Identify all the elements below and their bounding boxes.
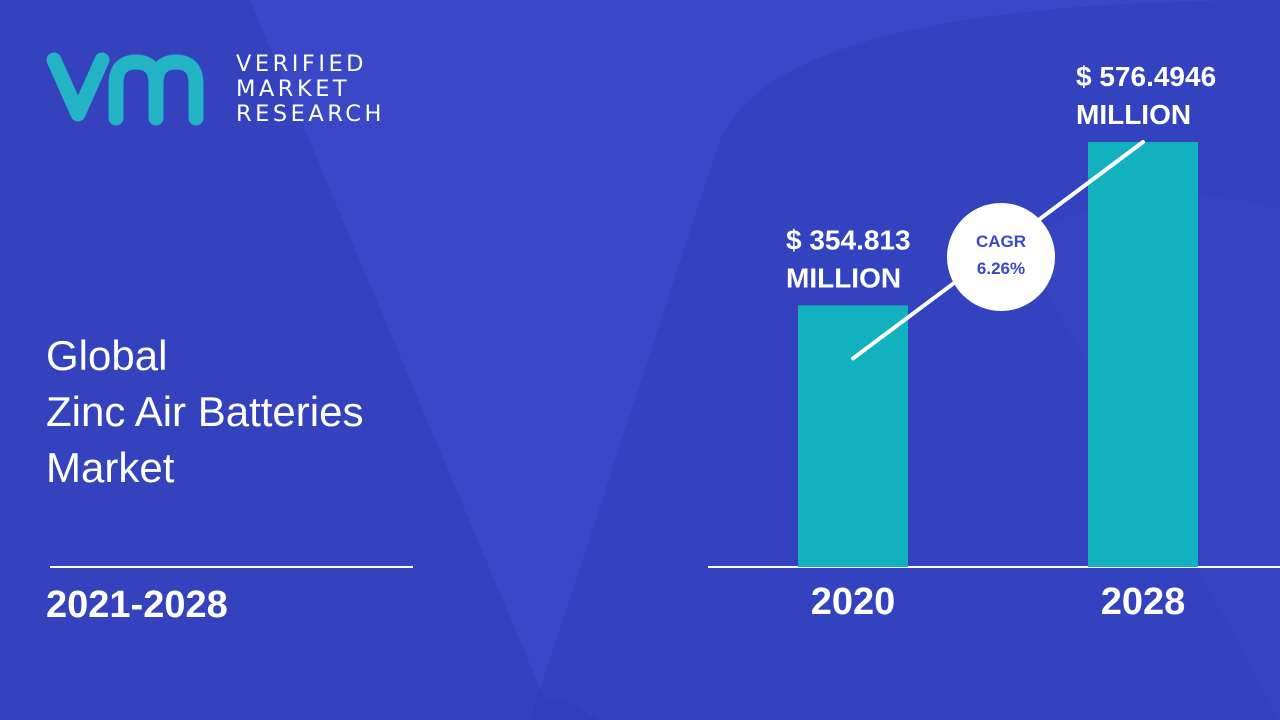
title-line-1: Global — [46, 332, 168, 379]
brand-logo: VERIFIED MARKET RESEARCH — [44, 50, 385, 128]
vmr-logo-icon — [46, 52, 204, 126]
cagr-label: CAGR — [976, 232, 1026, 251]
data-label-unit-2020: MILLION — [786, 262, 901, 293]
bar-2028 — [1088, 142, 1198, 567]
brand-line-3: RESEARCH — [236, 100, 385, 127]
brand-name: VERIFIED MARKET RESEARCH — [236, 50, 385, 127]
background-v-shape-left — [0, 0, 600, 720]
x-tick-label-2028: 2028 — [1101, 581, 1186, 623]
data-label-value-2028: $ 576.4946 — [1076, 61, 1216, 92]
divider-line — [50, 566, 413, 568]
brand-line-1: VERIFIED — [236, 50, 367, 77]
title-line-2: Zinc Air Batteries — [46, 388, 364, 435]
cagr-value: 6.26% — [977, 259, 1025, 278]
bar-2020 — [798, 305, 908, 567]
brand-line-2: MARKET — [236, 75, 351, 102]
title-line-3: Market — [46, 444, 175, 491]
data-label-unit-2028: MILLION — [1076, 99, 1191, 130]
forecast-period: 2021-2028 — [46, 584, 228, 626]
cagr-badge — [947, 203, 1055, 311]
report-title: Global Zinc Air Batteries Market — [46, 328, 363, 496]
x-tick-label-2020: 2020 — [811, 581, 896, 623]
data-label-value-2020: $ 354.813 — [786, 224, 911, 255]
